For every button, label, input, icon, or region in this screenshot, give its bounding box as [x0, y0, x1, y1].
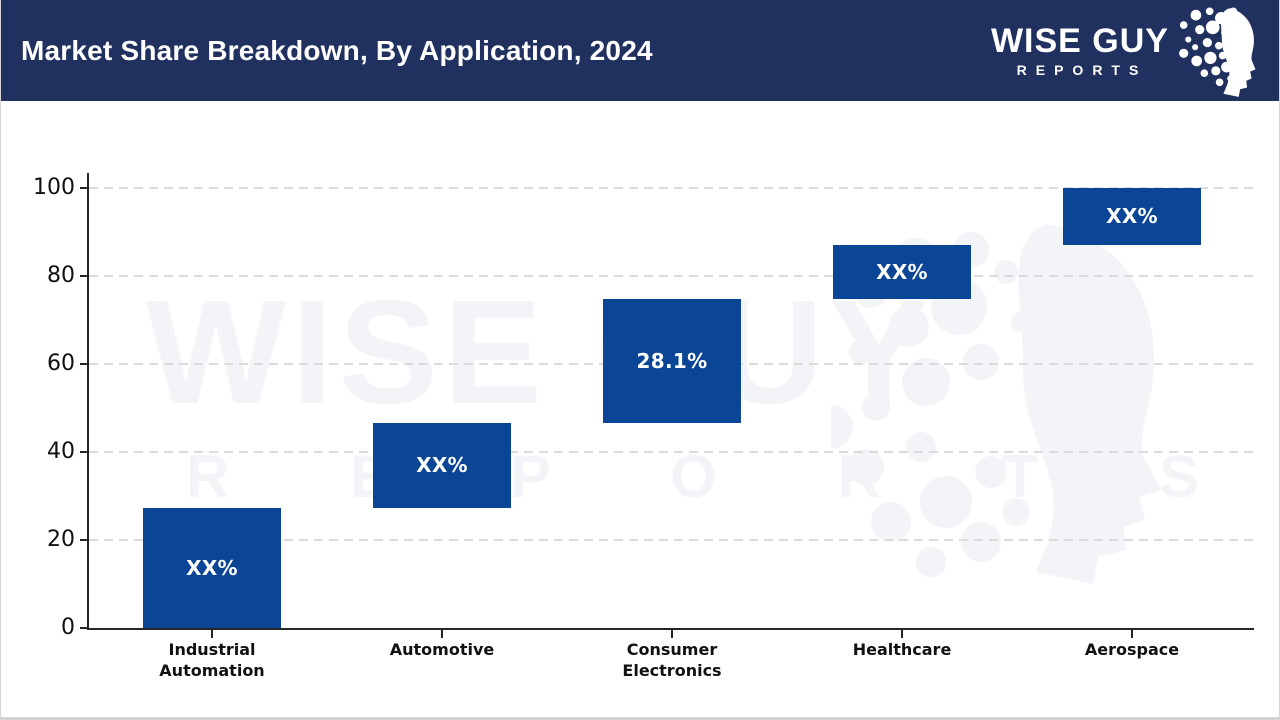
y-axis-tick [80, 275, 89, 277]
logo-head-icon [1179, 6, 1256, 97]
y-axis-tick [80, 627, 89, 629]
bar: XX% [143, 507, 281, 628]
bar-value-label: XX% [416, 453, 468, 478]
gridline [89, 187, 1254, 189]
x-tick-label: Aerospace [1084, 640, 1180, 659]
y-tick-label: 60 [47, 351, 75, 376]
y-tick-label: 80 [47, 263, 75, 288]
gridline [89, 275, 1254, 277]
y-axis-tick [80, 451, 89, 453]
wise-guy-logo: WISE GUY REPORTS [991, 5, 1257, 97]
bar-value-label: XX% [1106, 204, 1158, 229]
x-tick-label: Consumer Electronics [622, 640, 722, 680]
x-tick-label: Automotive [389, 640, 495, 659]
bar: 28.1% [603, 299, 741, 423]
x-axis-tick [671, 630, 673, 638]
logo-wiseguy-text: WISE GUY [990, 22, 1169, 60]
chart-title: Market Share Breakdown, By Application, … [21, 34, 653, 66]
x-axis-tick [441, 630, 443, 638]
bar: XX% [373, 422, 511, 508]
bar-value-label: 28.1% [636, 349, 708, 374]
y-tick-label: 100 [33, 175, 75, 200]
y-axis-tick [80, 187, 89, 189]
gridline [89, 539, 1254, 541]
logo-reports-text: REPORTS [1016, 62, 1148, 78]
x-axis-tick [211, 630, 213, 638]
watermark-reports-text: R E P O R T S [186, 443, 1251, 510]
x-tick-label: Industrial Automation [159, 640, 265, 680]
bar: XX% [833, 244, 971, 300]
x-tick-label: Healthcare [852, 640, 952, 659]
x-axis-tick [1131, 630, 1133, 638]
y-tick-label: 40 [47, 439, 75, 464]
y-axis-tick [80, 539, 89, 541]
y-axis-line [87, 173, 89, 630]
gridline [89, 451, 1254, 453]
y-tick-label: 20 [47, 527, 75, 552]
bar-value-label: XX% [186, 555, 238, 580]
bar: XX% [1063, 188, 1201, 245]
y-tick-label: 0 [61, 615, 75, 640]
x-axis-line [87, 628, 1254, 630]
logo-wordmark: WISE GUY REPORTS [991, 24, 1169, 77]
x-axis-tick [901, 630, 903, 638]
bar-value-label: XX% [876, 260, 928, 285]
y-axis-tick [80, 363, 89, 365]
watermark-wiseguy-text: WISE GUY [146, 270, 935, 435]
chart-header: Market Share Breakdown, By Application, … [1, 0, 1279, 101]
